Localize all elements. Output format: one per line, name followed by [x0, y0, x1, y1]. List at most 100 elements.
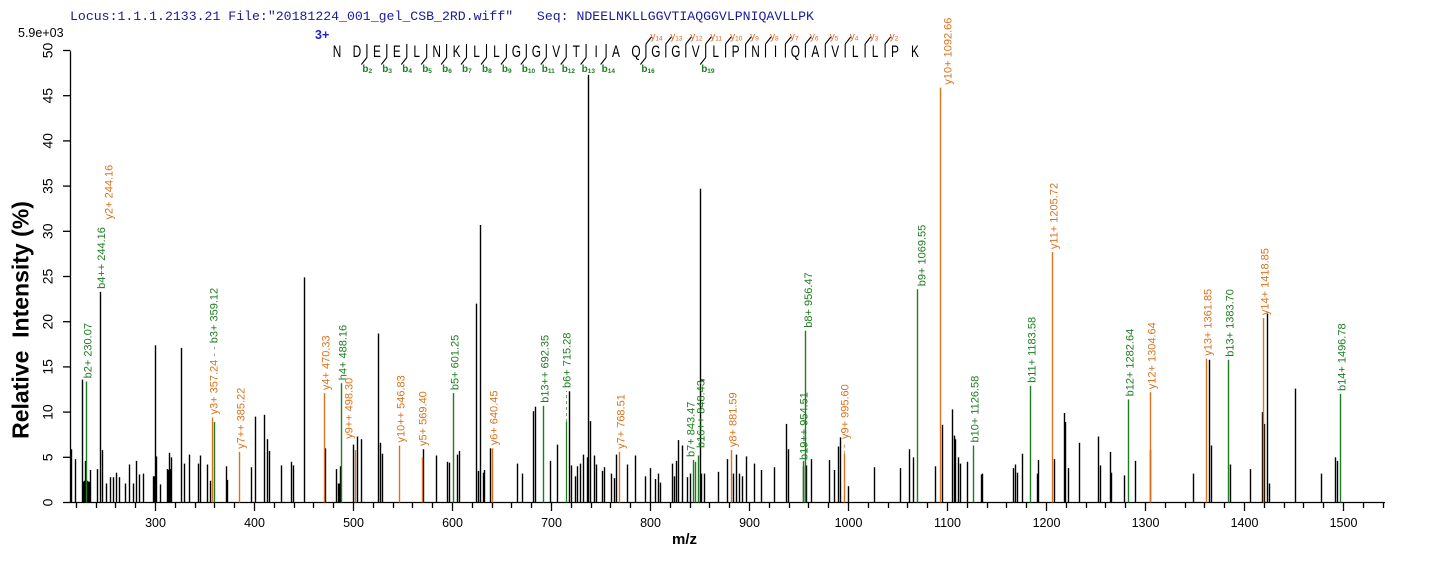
svg-text:700: 700 [541, 516, 562, 530]
svg-text:y5+ 569.40: y5+ 569.40 [418, 391, 430, 446]
svg-text:b16: b16 [641, 64, 655, 75]
svg-text:b16++ 848.43: b16++ 848.43 [696, 380, 708, 448]
svg-text:b2: b2 [362, 64, 372, 75]
svg-text:y14: y14 [650, 32, 663, 43]
svg-text:b7+ 843.47: b7+ 843.47 [686, 402, 698, 457]
svg-text:b8: b8 [482, 64, 492, 75]
svg-text:1500: 1500 [1330, 516, 1358, 530]
svg-text:3+: 3+ [315, 28, 329, 42]
svg-text:L: L [872, 43, 879, 61]
svg-text:G: G [532, 43, 541, 61]
svg-text:y10++ 546.83: y10++ 546.83 [396, 375, 408, 442]
svg-text:y13: y13 [670, 32, 683, 43]
svg-text:y8+ 881.59: y8+ 881.59 [728, 392, 740, 447]
svg-text:y7++ 385.22: y7++ 385.22 [236, 388, 248, 449]
svg-text:45: 45 [40, 88, 56, 104]
svg-text:L: L [712, 43, 719, 61]
svg-text:b11: b11 [542, 64, 555, 75]
svg-text:600: 600 [442, 516, 463, 530]
svg-text:b12: b12 [562, 64, 576, 75]
svg-text:y10: y10 [730, 32, 743, 43]
svg-text:b9: b9 [502, 64, 512, 75]
svg-text:5.9e+03: 5.9e+03 [18, 26, 64, 40]
svg-text:40: 40 [40, 133, 56, 149]
svg-text:900: 900 [739, 516, 760, 530]
svg-text:V: V [552, 43, 560, 61]
svg-text:G: G [512, 43, 521, 61]
svg-text:y5: y5 [830, 32, 839, 43]
svg-text:y7+ 768.51: y7+ 768.51 [616, 394, 628, 449]
svg-text:y13+ 1361.85: y13+ 1361.85 [1203, 289, 1215, 356]
svg-text:b13: b13 [582, 64, 596, 75]
svg-text:20: 20 [40, 314, 56, 330]
svg-text:b19: b19 [701, 64, 715, 75]
svg-text:10: 10 [40, 404, 56, 420]
svg-text:y8: y8 [770, 32, 779, 43]
svg-text:L: L [413, 43, 420, 61]
svg-text:1100: 1100 [934, 516, 961, 530]
svg-text:800: 800 [640, 516, 661, 530]
svg-text:1300: 1300 [1132, 516, 1160, 530]
svg-text:y9+ 995.60: y9+ 995.60 [840, 384, 852, 439]
svg-text:K: K [911, 43, 919, 61]
svg-text:1400: 1400 [1231, 516, 1259, 530]
svg-text:y14+ 1418.85: y14+ 1418.85 [1260, 248, 1272, 315]
svg-text:y12+ 1304.64: y12+ 1304.64 [1147, 322, 1159, 389]
svg-text:E: E [373, 43, 381, 61]
svg-text:Q: Q [791, 43, 800, 61]
svg-text:T: T [573, 43, 580, 61]
svg-text:V: V [692, 43, 700, 61]
svg-text:30: 30 [40, 223, 56, 239]
svg-text:y11: y11 [710, 32, 722, 43]
svg-text:b19++ 954.51: b19++ 954.51 [799, 392, 811, 460]
svg-text:P: P [732, 43, 740, 61]
svg-text:D: D [353, 43, 362, 61]
svg-text:E: E [393, 43, 401, 61]
svg-text:y10+ 1092.66: y10+ 1092.66 [943, 18, 955, 85]
svg-text:Relative Intensity (%): Relative Intensity (%) [8, 201, 34, 439]
svg-text:b7: b7 [462, 64, 472, 75]
svg-text:b5+ 601.25: b5+ 601.25 [450, 335, 462, 390]
svg-text:L: L [473, 43, 480, 61]
svg-text:y6+ 640.45: y6+ 640.45 [489, 391, 501, 446]
svg-text:P: P [891, 43, 899, 61]
svg-text:A: A [612, 43, 620, 61]
svg-text:y4+ 470.33: y4+ 470.33 [321, 335, 333, 390]
svg-text:50: 50 [40, 43, 56, 59]
svg-text:300: 300 [145, 516, 166, 530]
svg-text:A: A [811, 43, 819, 61]
svg-text:b13++ 692.35: b13++ 692.35 [540, 335, 552, 403]
svg-text:b4++ 244.16: b4++ 244.16 [96, 227, 108, 289]
svg-text:35: 35 [40, 178, 56, 194]
svg-text:m/z: m/z [672, 531, 697, 548]
svg-text:G: G [671, 43, 680, 61]
svg-text:L: L [852, 43, 859, 61]
svg-text:b2+ 230.07: b2+ 230.07 [83, 323, 95, 378]
svg-text:b4: b4 [402, 64, 412, 75]
svg-text:y9++ 498.30: y9++ 498.30 [344, 378, 356, 439]
svg-text:b10+ 1126.58: b10+ 1126.58 [970, 376, 982, 443]
svg-text:1200: 1200 [1033, 516, 1061, 530]
svg-text:b10: b10 [522, 64, 536, 75]
svg-text:b14+ 1496.78: b14+ 1496.78 [1337, 323, 1349, 391]
svg-text:0: 0 [40, 498, 56, 506]
svg-text:b11+ 1183.58: b11+ 1183.58 [1027, 317, 1039, 383]
svg-text:15: 15 [40, 359, 56, 375]
svg-text:b13+ 1383.70: b13+ 1383.70 [1225, 289, 1237, 357]
svg-text:N: N [333, 43, 342, 61]
svg-text:b3: b3 [382, 64, 392, 75]
svg-text:G: G [651, 43, 660, 61]
svg-text:500: 500 [343, 516, 364, 530]
svg-text:I: I [594, 43, 597, 61]
svg-text:h4+ 488.16: h4+ 488.16 [338, 325, 350, 380]
svg-text:K: K [453, 43, 461, 61]
svg-text:5: 5 [40, 453, 56, 461]
svg-text:Locus:1.1.1.2133.21 File:"2018: Locus:1.1.1.2133.21 File:"20181224_001_g… [70, 9, 814, 24]
svg-text:25: 25 [40, 269, 56, 285]
svg-text:y2: y2 [890, 32, 899, 43]
svg-text:N: N [751, 43, 760, 61]
svg-text:y3: y3 [870, 32, 879, 43]
svg-text:V: V [831, 43, 839, 61]
svg-text:y9: y9 [750, 32, 759, 43]
svg-text:L: L [493, 43, 500, 61]
